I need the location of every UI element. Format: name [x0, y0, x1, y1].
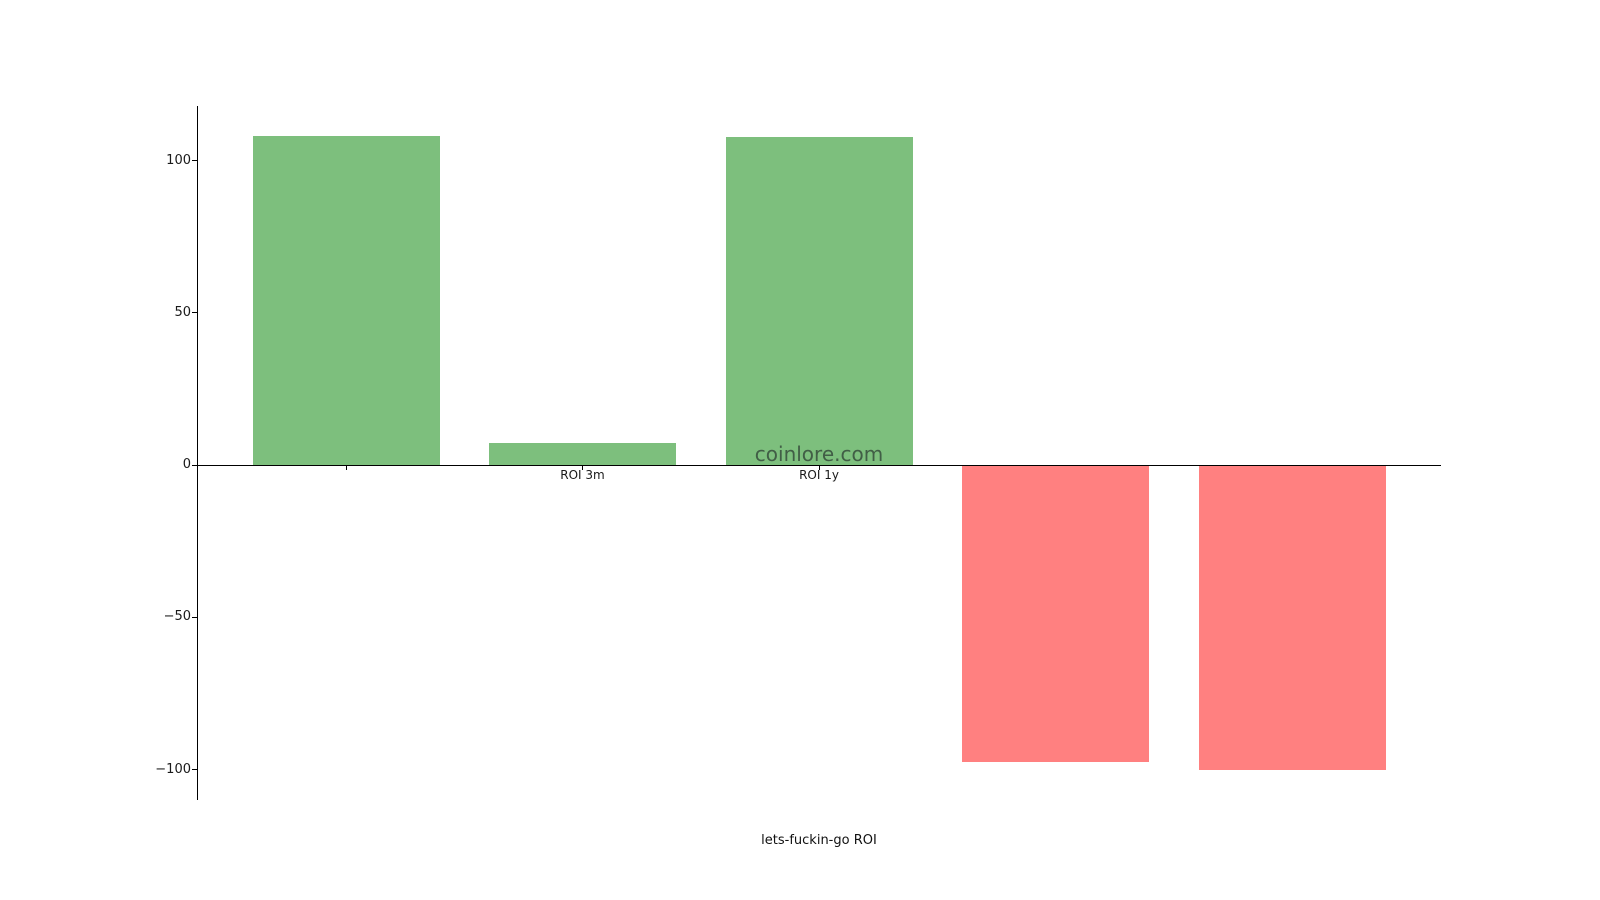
- y-tick-label: −50: [163, 609, 191, 625]
- x-tick: [582, 465, 583, 471]
- y-tick-label: 100: [166, 152, 191, 168]
- bar-roi-3m: [489, 442, 676, 466]
- y-tick-label: −100: [155, 761, 191, 777]
- y-tick: [192, 312, 197, 314]
- watermark-text: coinlore.com: [754, 442, 884, 466]
- y-tick: [192, 160, 197, 162]
- y-tick-label: 0: [182, 457, 191, 473]
- x-tick: [345, 465, 347, 471]
- chart-title: lets-fuckin-go ROI: [761, 833, 877, 848]
- bar-col-5: [1198, 466, 1386, 770]
- bar-roi-1y: [725, 137, 913, 466]
- x-axis-line: [197, 465, 1441, 466]
- y-tick: [192, 464, 197, 466]
- x-tick-label: ROI 3m: [560, 468, 605, 483]
- y-axis-line: [197, 106, 198, 800]
- x-tick: [818, 465, 820, 471]
- y-tick: [192, 616, 197, 618]
- bar-col-4: [962, 466, 1149, 763]
- x-tick-label: ROI 1y: [799, 468, 839, 483]
- bar-col-1: [252, 136, 440, 466]
- y-tick-label: 50: [174, 304, 191, 320]
- y-tick: [192, 769, 197, 771]
